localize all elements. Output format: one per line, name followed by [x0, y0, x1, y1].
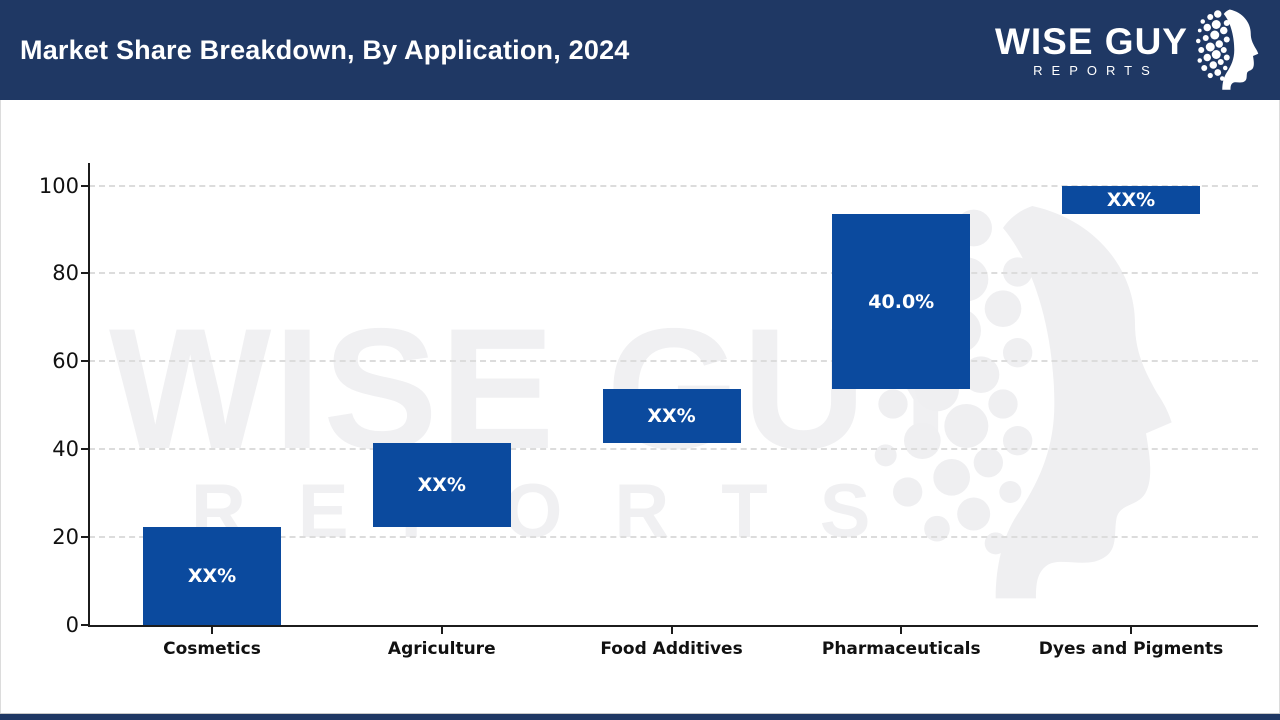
x-tick-mark [211, 627, 213, 634]
y-axis-line [88, 163, 90, 626]
x-axis-label-dyes-and-pigments: Dyes and Pigments [1038, 639, 1224, 659]
watermark-subtitle: REPORTS [191, 469, 923, 554]
page-title: Market Share Breakdown, By Application, … [20, 34, 630, 65]
x-axis-line [88, 625, 1258, 627]
y-tick-mark [81, 272, 88, 275]
y-tick-mark [81, 360, 88, 363]
y-tick-label: 0 [65, 613, 79, 637]
x-axis-label-pharmaceuticals: Pharmaceuticals [821, 639, 981, 659]
footer-bar [0, 713, 1280, 720]
y-tick-mark [81, 536, 88, 539]
header: Market Share Breakdown, By Application, … [0, 0, 1280, 100]
x-axis-label-food-additives: Food Additives [600, 639, 743, 659]
logo-subtitle: REPORTS [1033, 63, 1159, 78]
chart-area: WISE GUY REPORTS 0 20 40 60 80 100 XX% Cosmetic… [0, 100, 1280, 713]
y-tick-mark [81, 624, 88, 626]
bar-dyes-and-pigments: XX% [1062, 185, 1200, 214]
wiseguy-logo: WISE GUY REPORTS [995, 8, 1262, 92]
x-tick-mark [1130, 627, 1132, 634]
gridline-60 [89, 360, 1258, 363]
wiseguy-face-icon [1196, 9, 1259, 90]
gridline-80 [89, 272, 1258, 275]
bar-value-label: XX% [1106, 188, 1156, 211]
bar-pharmaceuticals: 40.0% [832, 213, 971, 390]
x-tick-mark [900, 627, 903, 634]
x-axis-label-agriculture: Agriculture [387, 639, 496, 659]
y-tick-label: 80 [52, 261, 79, 286]
gridline-100 [89, 184, 1258, 187]
gridline-20 [89, 536, 1258, 539]
bar-value-label: XX% [187, 564, 237, 587]
logo-text: WISE GUY REPORTS [995, 23, 1188, 77]
x-axis-label-cosmetics: Cosmetics [163, 639, 261, 659]
x-tick-mark [670, 627, 673, 634]
bar-food-additives: XX% [602, 389, 741, 444]
y-tick-label: 60 [52, 349, 79, 374]
bar-value-label: XX% [417, 474, 466, 497]
y-tick-mark [81, 448, 88, 451]
y-tick-label: 40 [52, 437, 79, 462]
bar-value-label: XX% [647, 405, 696, 428]
bar-agriculture: XX% [372, 443, 511, 527]
logo-wordmark: WISE GUY [994, 21, 1188, 62]
y-tick-label: 20 [52, 525, 79, 550]
bar-cosmetics: XX% [143, 526, 281, 625]
y-tick-mark [81, 184, 88, 187]
bar-value-label: 40.0% [868, 290, 935, 313]
x-tick-mark [440, 627, 443, 634]
gridline-40 [89, 448, 1258, 451]
y-tick-label: 100 [38, 173, 79, 198]
